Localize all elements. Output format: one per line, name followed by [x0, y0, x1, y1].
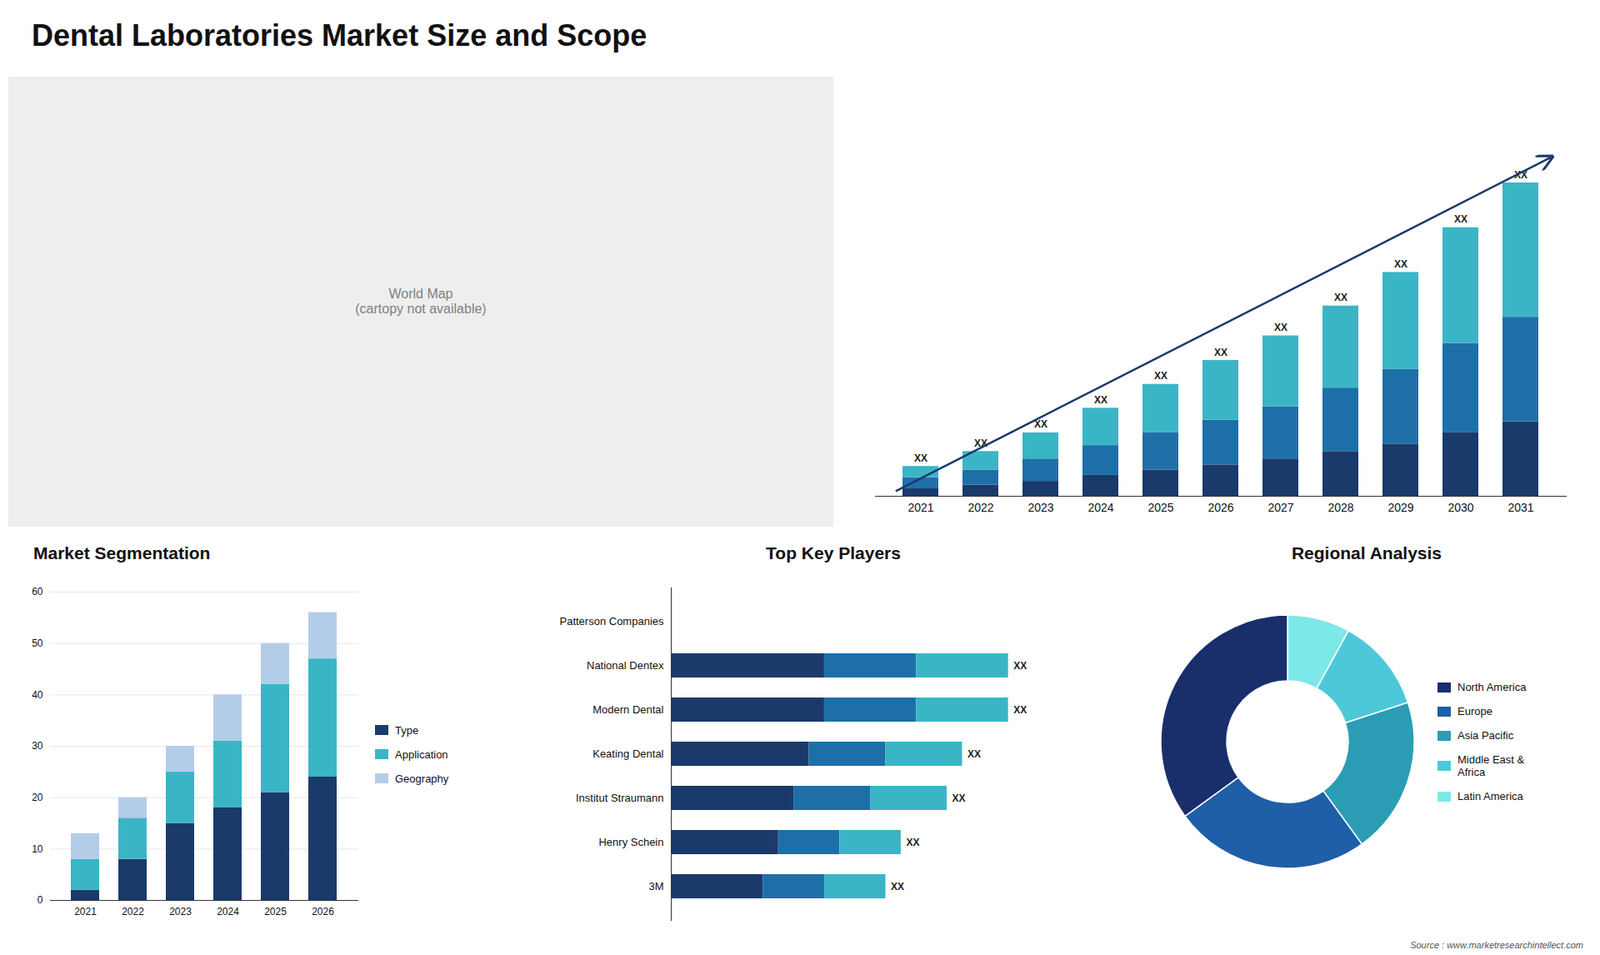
svg-text:60: 60 [31, 585, 44, 598]
svg-text:XX: XX [974, 437, 988, 449]
html-text:World Map (cartopy not availab: World Map (cartopy not available) [355, 286, 487, 316]
svg-text:40: 40 [31, 689, 44, 701]
html-text:Type: Type [395, 723, 419, 737]
svg-text:XX: XX [1013, 704, 1027, 716]
html-text:Middle East & Africa: Middle East & Africa [1457, 753, 1525, 779]
svg-text:2022: 2022 [121, 905, 145, 918]
svg-text:3M: 3M [648, 880, 664, 893]
svg-text:2027: 2027 [1267, 500, 1294, 515]
svg-text:XX: XX [1214, 346, 1228, 359]
svg-text:XX: XX [1454, 213, 1468, 225]
html-text:Latin America: Latin America [1457, 790, 1524, 803]
svg-text:2021: 2021 [907, 500, 934, 515]
html-text:Regional Analysis: Regional Analysis [1291, 543, 1442, 563]
svg-text:XX: XX [1274, 321, 1288, 334]
html-text:Dental Laboratories Market Siz: Dental Laboratories Market Size and Scop… [31, 18, 647, 53]
html-text:Geography: Geography [395, 772, 449, 785]
svg-text:Modern Dental: Modern Dental [592, 703, 664, 716]
svg-text:2026: 2026 [311, 905, 335, 918]
svg-text:2029: 2029 [1387, 500, 1414, 515]
svg-text:2024: 2024 [216, 905, 240, 918]
svg-text:XX: XX [1034, 418, 1048, 431]
svg-text:XX: XX [967, 748, 981, 760]
svg-text:XX: XX [952, 792, 966, 805]
svg-text:2022: 2022 [967, 500, 994, 515]
svg-text:2025: 2025 [264, 905, 287, 918]
svg-text:2030: 2030 [1447, 500, 1474, 515]
svg-text:Patterson Companies: Patterson Companies [559, 615, 665, 628]
svg-text:2024: 2024 [1087, 500, 1114, 515]
svg-text:XX: XX [1154, 370, 1168, 382]
svg-text:2023: 2023 [169, 905, 192, 918]
svg-text:0: 0 [37, 894, 44, 906]
svg-text:2026: 2026 [1207, 500, 1234, 515]
svg-text:2031: 2031 [1507, 500, 1534, 515]
svg-text:XX: XX [1334, 291, 1348, 304]
svg-text:XX: XX [905, 836, 920, 849]
svg-text:50: 50 [31, 637, 44, 650]
svg-text:2025: 2025 [1147, 500, 1174, 515]
svg-text:10: 10 [31, 843, 44, 855]
html-text:Market Segmentation: Market Segmentation [33, 543, 211, 563]
svg-text:XX: XX [1094, 394, 1108, 406]
svg-text:Henry Schein: Henry Schein [598, 835, 664, 849]
svg-text:XX: XX [914, 452, 928, 465]
svg-text:National Dentex: National Dentex [586, 659, 665, 672]
svg-text:XX: XX [1013, 660, 1027, 672]
svg-text:2021: 2021 [74, 905, 97, 918]
svg-text:XX: XX [1394, 258, 1408, 270]
svg-text:30: 30 [31, 740, 44, 752]
svg-text:XX: XX [1514, 168, 1528, 181]
html-text:Source : www.marketresearchint: Source : www.marketresearchintellect.com [1410, 940, 1584, 950]
html-text:Application: Application [395, 747, 448, 761]
svg-text:Keating Dental: Keating Dental [592, 747, 664, 760]
html-text:North America: North America [1457, 680, 1527, 694]
svg-text:20: 20 [31, 791, 44, 804]
svg-text:XX: XX [890, 880, 905, 893]
svg-text:2023: 2023 [1027, 500, 1054, 515]
html-text:Europe: Europe [1457, 705, 1493, 718]
html-text:Asia Pacific: Asia Pacific [1457, 729, 1514, 742]
svg-text:Institut Straumann: Institut Straumann [575, 791, 665, 805]
svg-text:2028: 2028 [1327, 500, 1354, 515]
html-text:Top Key Players: Top Key Players [765, 543, 901, 563]
